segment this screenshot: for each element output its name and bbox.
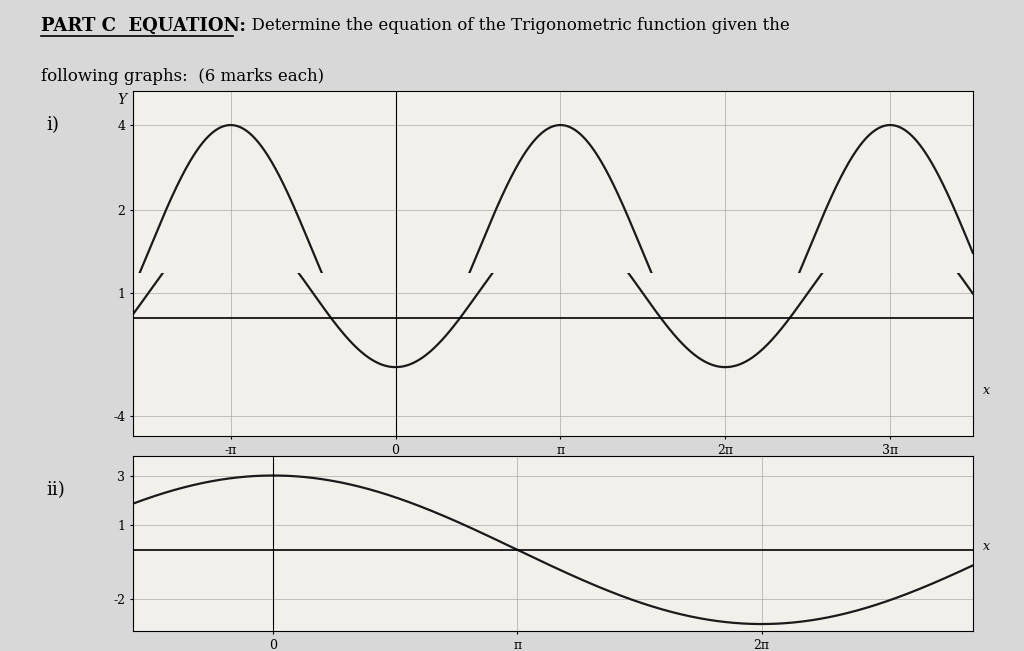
Text: ii): ii)	[46, 480, 65, 499]
Text: x: x	[983, 384, 990, 397]
Text: Y: Y	[118, 93, 127, 107]
Text: Determine the equation of the Trigonometric function given the: Determine the equation of the Trigonomet…	[241, 17, 790, 34]
Text: i): i)	[46, 116, 59, 134]
Text: following graphs:  (6 marks each): following graphs: (6 marks each)	[41, 68, 324, 85]
Text: x: x	[983, 540, 990, 553]
Text: PART C  EQUATION:: PART C EQUATION:	[41, 17, 246, 35]
